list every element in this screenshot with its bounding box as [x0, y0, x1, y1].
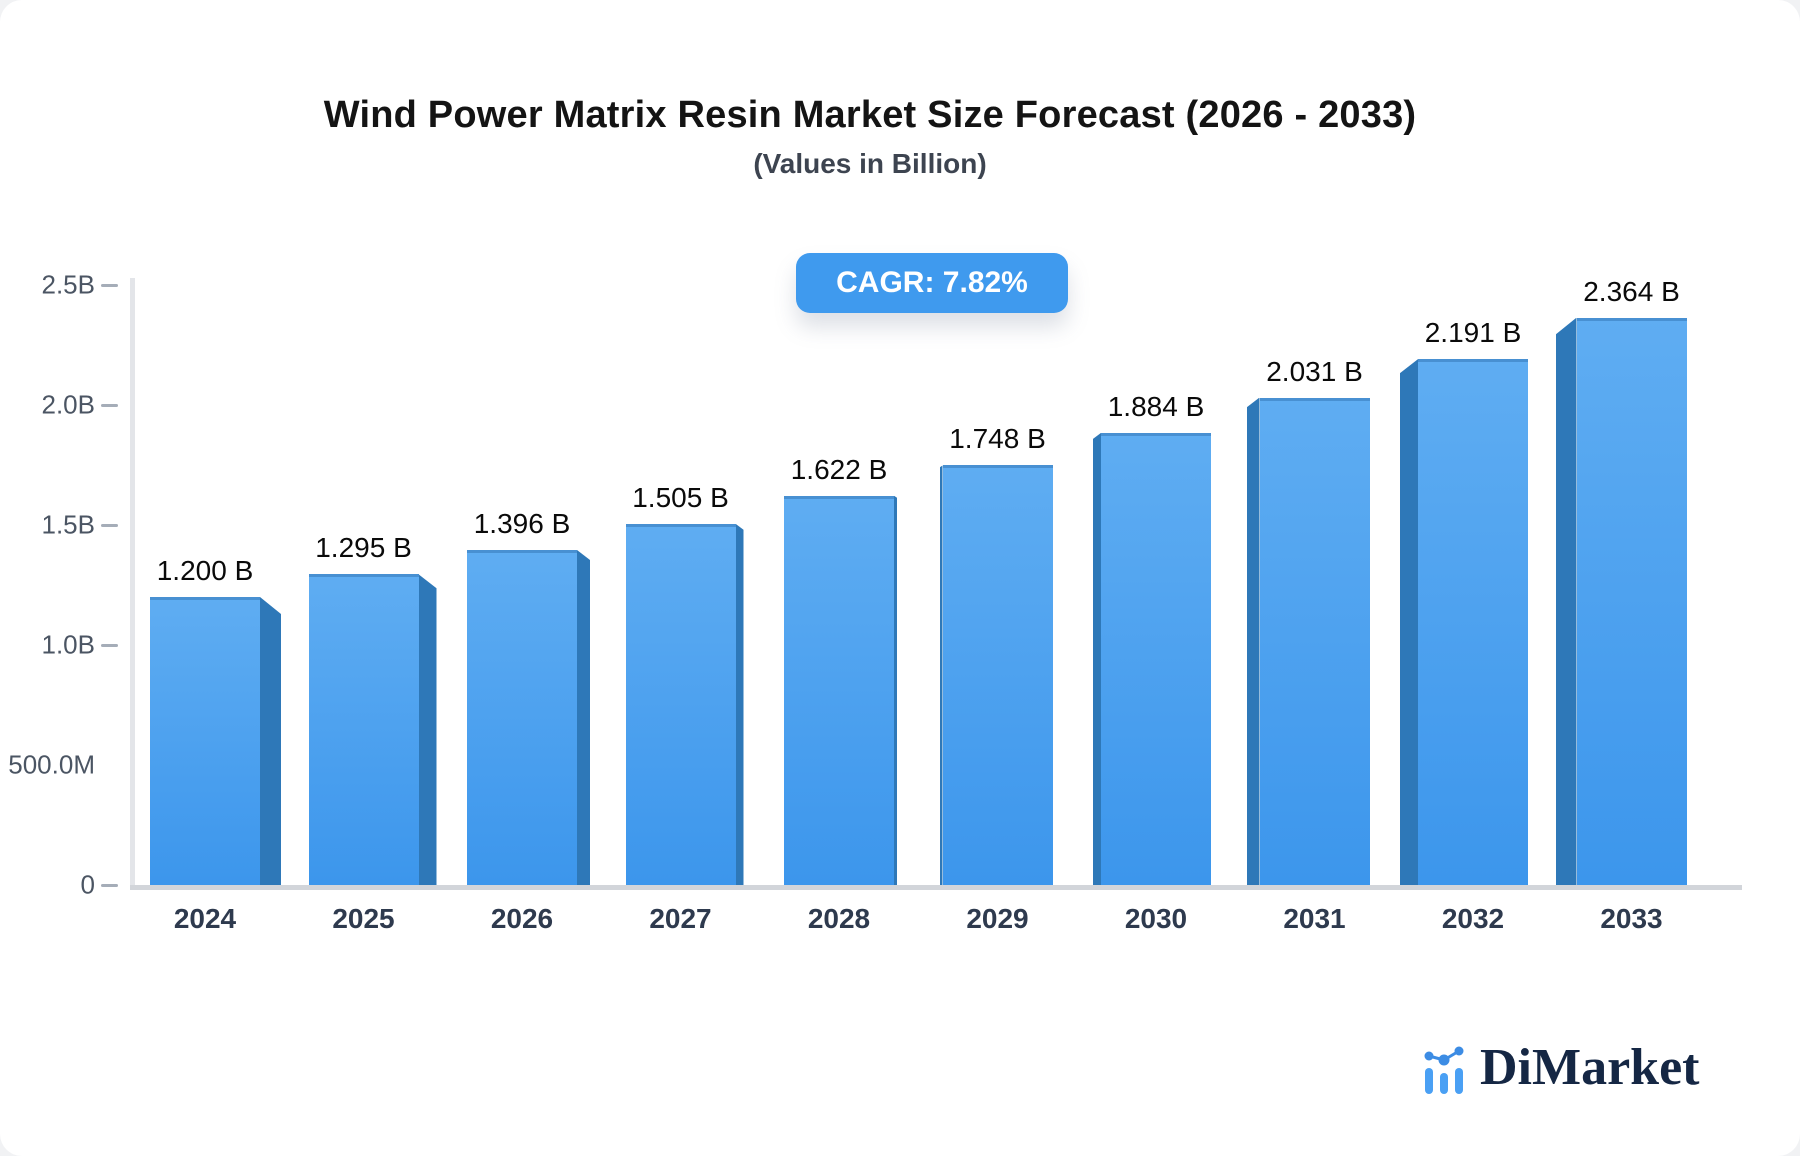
chart-title: Wind Power Matrix Resin Market Size Fore… [323, 94, 1417, 136]
bar-value-label: 2.191 B [1424, 317, 1522, 349]
bar-2032[interactable] [1418, 359, 1528, 885]
bar-2026[interactable] [467, 549, 577, 885]
x-axis-label: 2025 [332, 903, 395, 934]
y-axis-line [130, 278, 135, 889]
x-axis-label: 2033 [1600, 903, 1663, 934]
x-axis-label: 2032 [1441, 903, 1505, 934]
bar-side-2030 [1093, 432, 1101, 885]
bar-2033[interactable] [1576, 317, 1687, 885]
y-axis-tick [101, 523, 118, 527]
bar-2030[interactable] [1101, 432, 1211, 885]
y-axis-tick [101, 643, 118, 647]
bar-side-2027 [735, 523, 744, 885]
bar-value-label: 1.748 B [949, 423, 1046, 455]
brand-name: DiMarket [1480, 1039, 1700, 1096]
bar-value-label: 1.884 B [1107, 390, 1205, 422]
bar-2027[interactable] [625, 523, 736, 885]
x-axis-label: 2027 [649, 903, 712, 934]
chart-subtitle: (Values in Billion) [753, 148, 987, 179]
bar-value-label: 1.622 B [790, 453, 888, 485]
bar-value-label: 2.364 B [1583, 275, 1680, 307]
bar-value-label: 1.505 B [632, 481, 729, 513]
x-axis-label: 2026 [490, 903, 554, 934]
bar-side-2024 [260, 597, 281, 885]
y-axis-label: 500.0M [8, 749, 95, 780]
bar-2029[interactable] [942, 465, 1053, 885]
cagr-badge-label: CAGR: 7.82% [836, 266, 1028, 299]
bar-value-label: 2.031 B [1266, 355, 1363, 387]
bar-2025[interactable] [308, 574, 419, 885]
bar-2028[interactable] [784, 495, 894, 885]
bar-chart-trend-icon [1424, 1046, 1464, 1094]
bar-value-label: 1.200 B [156, 555, 254, 586]
y-axis-label: 1.0B [41, 629, 96, 660]
y-axis-tick [101, 403, 118, 407]
bar-side-2031 [1246, 397, 1260, 885]
y-axis-label: 1.5B [41, 509, 96, 540]
y-axis-label: 0 [80, 869, 95, 900]
brand-logo: DiMarket [1420, 1042, 1699, 1094]
x-axis-label: 2031 [1283, 903, 1346, 934]
cagr-badge: CAGR: 7.82% [796, 253, 1068, 313]
y-axis-label: 2.5B [41, 269, 96, 300]
bar-2031[interactable] [1259, 397, 1370, 885]
bar-value-label: 1.396 B [473, 507, 571, 539]
bar-side-2032 [1400, 359, 1418, 885]
bar-2024[interactable] [150, 597, 260, 885]
y-axis-tick [101, 883, 118, 887]
x-axis-label: 2029 [966, 903, 1029, 934]
bar-side-2033 [1555, 317, 1577, 885]
bar-side-2028 [894, 495, 897, 885]
x-axis-label: 2024 [173, 903, 237, 934]
bar-side-2026 [577, 549, 590, 885]
x-axis-label: 2030 [1124, 903, 1188, 934]
y-axis-tick [101, 283, 118, 287]
bar-value-label: 1.295 B [315, 532, 412, 564]
bar-side-2029 [939, 465, 943, 885]
y-axis-label: 2.0B [41, 389, 96, 420]
bar-side-2025 [418, 574, 437, 885]
x-axis-line [130, 885, 1742, 890]
x-axis-label: 2028 [807, 903, 871, 934]
